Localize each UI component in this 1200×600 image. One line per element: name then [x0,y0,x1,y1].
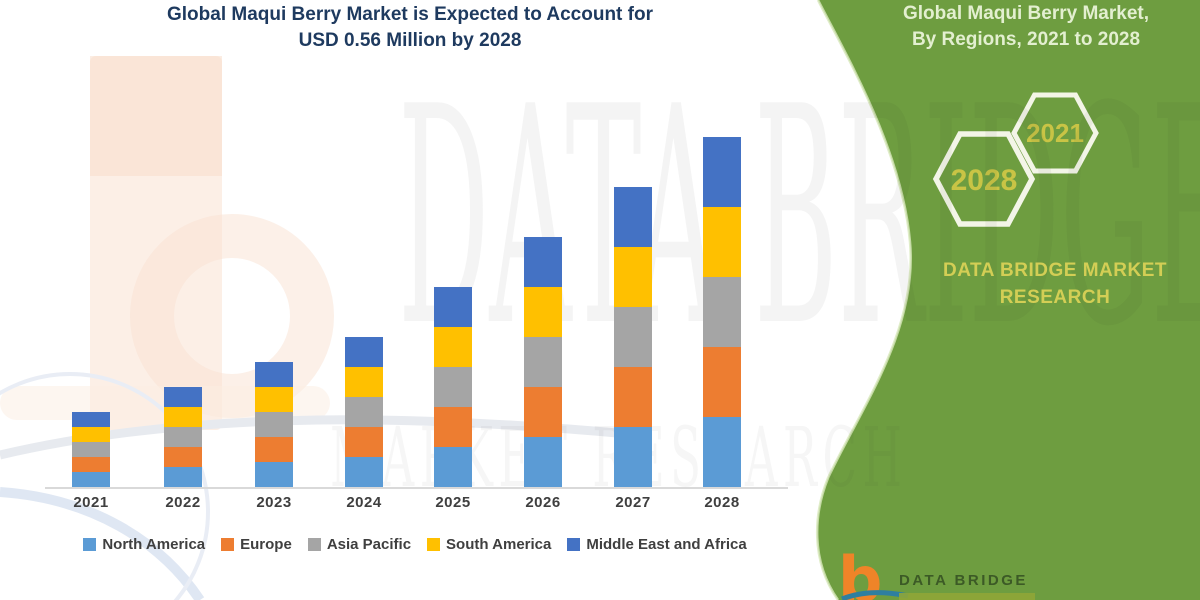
bar-2022-asia-pacific [164,427,202,447]
x-tick-2023: 2023 [256,494,292,511]
legend-swatch-icon [427,538,441,551]
bar-2025-north-america [434,447,472,487]
side-panel-green-shape [817,0,1200,600]
bar-2025-asia-pacific [434,367,472,407]
legend-item-south-america: South America [427,536,551,553]
bar-2025-europe [434,407,472,447]
bar-2026-south-america [524,287,562,337]
bar-2025 [434,287,472,487]
hexagon-2021 [1011,92,1099,174]
bar-2025-south-america [434,327,472,367]
bar-2024-north-america [345,457,383,487]
hexagon-2028-label: 2028 [951,164,1018,197]
bar-2021-middle-east-and-africa [72,412,110,427]
chart-plot: 2021 2022 2023 2024 2025 2026 2027 2028 [45,137,788,511]
bar-2021-south-america [72,427,110,442]
legend-swatch-icon [567,538,581,551]
bar-2023-middle-east-and-africa [255,362,293,387]
x-tick-2027: 2027 [615,494,651,511]
x-axis-line [45,487,788,489]
legend-label: North America [102,536,206,553]
hexagon-2021-label: 2021 [1026,118,1084,148]
bar-2027-europe [614,367,652,427]
bar-2026 [524,237,562,487]
bar-2022 [164,387,202,487]
bar-2021-asia-pacific [72,442,110,457]
side-panel-header-line1: Global Maqui Berry Market, [902,3,1149,24]
bar-2024-asia-pacific [345,397,383,427]
side-panel-header: Global Maqui Berry Market, By Regions, 2… [852,1,1200,53]
bar-2024 [345,337,383,487]
footer-logo-text: DATA BRIDGE [899,572,1028,589]
legend-swatch-icon [83,538,97,551]
bar-2025-middle-east-and-africa [434,287,472,327]
legend-item-asia-pacific: Asia Pacific [307,536,412,553]
bar-2028-south-america [703,207,741,277]
watermark-blue-swoosh [0,487,205,600]
bar-2024-europe [345,427,383,457]
bar-2026-asia-pacific [524,337,562,387]
legend-label: Europe [240,536,292,553]
side-panel-background: 2021 2028 [816,0,1200,600]
bar-2027-north-america [614,427,652,487]
x-tick-2025: 2025 [435,494,471,511]
legend-item-middle-east-and-africa: Middle East and Africa [567,536,747,553]
x-tick-2021: 2021 [73,494,109,511]
bar-2022-europe [164,447,202,467]
legend-swatch-icon [221,538,235,551]
bar-2024-middle-east-and-africa [345,337,383,367]
brand-name: DATA BRIDGE MARKET RESEARCH [915,257,1195,311]
bar-2026-north-america [524,437,562,487]
x-tick-2028: 2028 [704,494,740,511]
chart-title: Global Maqui Berry Market is Expected to… [78,2,742,54]
x-tick-2022: 2022 [165,494,201,511]
bar-2021-north-america [72,472,110,487]
legend-label: Asia Pacific [326,536,412,553]
bar-2028-asia-pacific [703,277,741,347]
bar-2023-europe [255,437,293,462]
watermark-circle-outline [0,372,210,600]
bar-2028-north-america [703,417,741,487]
bar-2023-north-america [255,462,293,487]
x-tick-2026: 2026 [525,494,561,511]
side-panel-edge-highlight [816,0,912,600]
chart-title-line2: USD 0.56 Million by 2028 [298,30,522,51]
side-panel-header-line2: By Regions, 2021 to 2028 [911,29,1141,50]
bar-2021-europe [72,457,110,472]
footer-logo-band [899,593,1035,600]
bar-2028-europe [703,347,741,417]
bar-2022-north-america [164,467,202,487]
chart-legend: North America Europe Asia Pacific South Ame… [0,536,830,553]
bar-2027-middle-east-and-africa [614,187,652,247]
bar-2027-asia-pacific [614,307,652,367]
bar-2023-asia-pacific [255,412,293,437]
brand-name-line2: RESEARCH [999,287,1111,308]
bar-2028-middle-east-and-africa [703,137,741,207]
bar-2023-south-america [255,387,293,412]
legend-swatch-icon [307,538,321,551]
bar-2026-middle-east-and-africa [524,237,562,287]
watermark-b-stem-top [90,56,222,176]
legend-item-europe: Europe [221,536,292,553]
bar-2024-south-america [345,367,383,397]
chart-title-line1: Global Maqui Berry Market is Expected to… [166,4,653,25]
brand-name-line1: DATA BRIDGE MARKET [943,260,1167,281]
bar-2023 [255,362,293,487]
legend-label: Middle East and Africa [586,536,747,553]
hexagon-2028 [932,131,1036,227]
x-tick-2024: 2024 [346,494,382,511]
bar-2027-south-america [614,247,652,307]
bar-2028 [703,137,741,487]
legend-item-north-america: North America [83,536,205,553]
bar-2027 [614,187,652,487]
legend-label: South America [446,536,552,553]
bar-2021 [72,412,110,487]
bar-2022-south-america [164,407,202,427]
bar-2026-europe [524,387,562,437]
bar-2022-middle-east-and-africa [164,387,202,407]
